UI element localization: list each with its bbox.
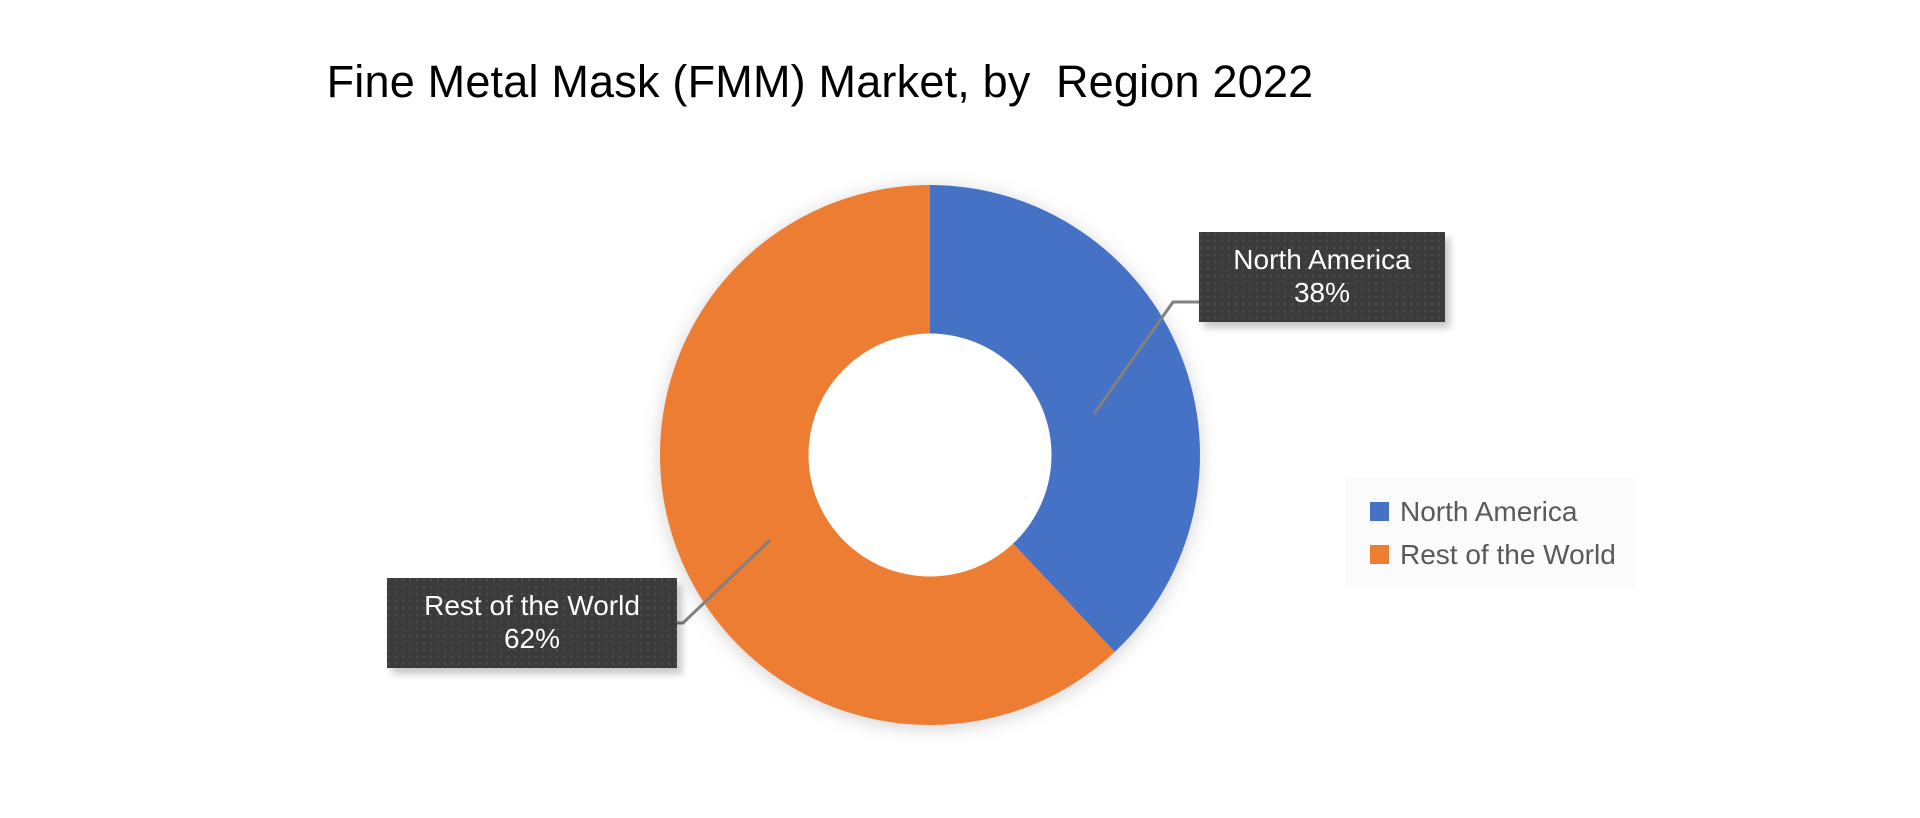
- callout-rest-of-the-world-label: Rest of the World: [424, 590, 640, 621]
- callout-rest-of-the-world-value: 62%: [503, 623, 561, 655]
- legend-item-north-america[interactable]: North America: [1370, 490, 1635, 533]
- legend-item-rest-of-the-world-label: Rest of the World: [1400, 538, 1616, 570]
- donut-chart-svg: [659, 185, 1200, 725]
- donut-chart: [659, 185, 1200, 725]
- callout-north-america[interactable]: North America 38%: [1199, 232, 1445, 323]
- callout-rest-of-the-world[interactable]: Rest of the World 62%: [387, 578, 677, 669]
- square-swatch-blue-icon: [1370, 502, 1389, 521]
- legend-item-rest-of-the-world[interactable]: Rest of the World: [1370, 533, 1635, 576]
- callout-north-america-value: 38%: [1293, 277, 1351, 309]
- square-swatch-orange-icon: [1370, 545, 1389, 564]
- callout-north-america-label: North America: [1233, 244, 1411, 275]
- page-title: Fine Metal Mask (FMM) Market, by Region …: [326, 56, 1314, 107]
- chart-legend: North America Rest of the World: [1345, 478, 1635, 588]
- donut-hole: [808, 333, 1052, 577]
- legend-item-north-america-label: North America: [1400, 495, 1578, 527]
